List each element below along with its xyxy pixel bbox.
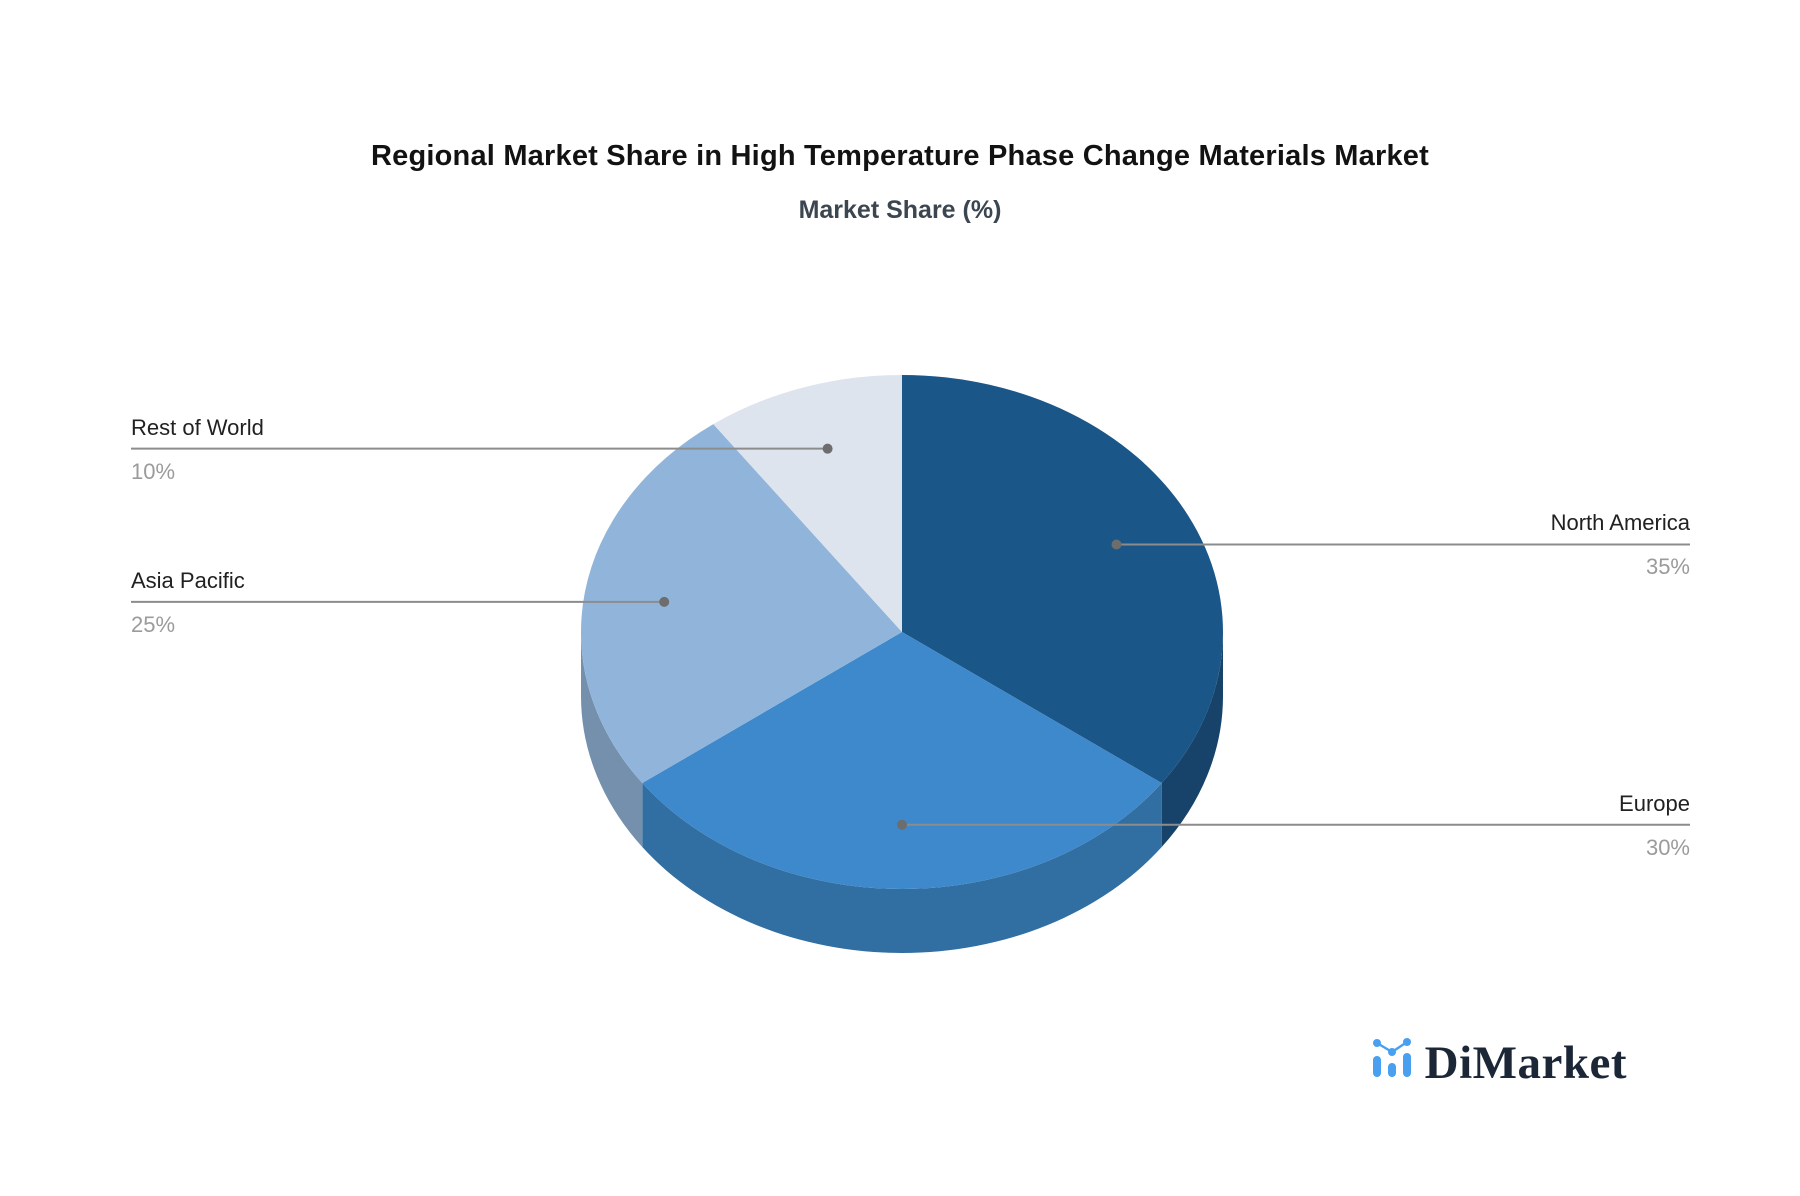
slice-name: North America	[1550, 510, 1690, 536]
logo-text: DiMarket	[1424, 1037, 1627, 1089]
pie-slice-side-europe	[642, 783, 1162, 953]
pie-slice-rest-of-world[interactable]	[713, 375, 902, 632]
slice-value: 10%	[131, 458, 176, 484]
chart-subtitle: Market Share (%)	[798, 196, 1002, 224]
pie-slice-side-north-america	[1161, 632, 1223, 848]
slice-name: Rest of World	[131, 414, 264, 440]
connector-dot-asia-pacific	[659, 596, 670, 607]
pie-slice-asia-pacific[interactable]	[581, 424, 902, 784]
pie-slice-north-america[interactable]	[902, 375, 1223, 784]
connector-dot-europe	[897, 819, 907, 830]
slice-name: Europe	[1619, 790, 1690, 816]
dimarket-logo: DiMarket	[1372, 1038, 1627, 1087]
pie-slice-side-asia-pacific	[581, 632, 643, 848]
slice-value: 35%	[1645, 554, 1690, 580]
bar-chart-logo-icon	[1372, 1038, 1411, 1077]
chart-title: Regional Market Share in High Temperatur…	[371, 140, 1429, 172]
slice-value: 25%	[131, 611, 176, 637]
connector-dot-north-america	[1111, 539, 1122, 550]
connector-dot-rest-of-world	[822, 443, 833, 454]
slice-value: 30%	[1645, 834, 1690, 860]
slice-name: Asia Pacific	[131, 567, 245, 593]
